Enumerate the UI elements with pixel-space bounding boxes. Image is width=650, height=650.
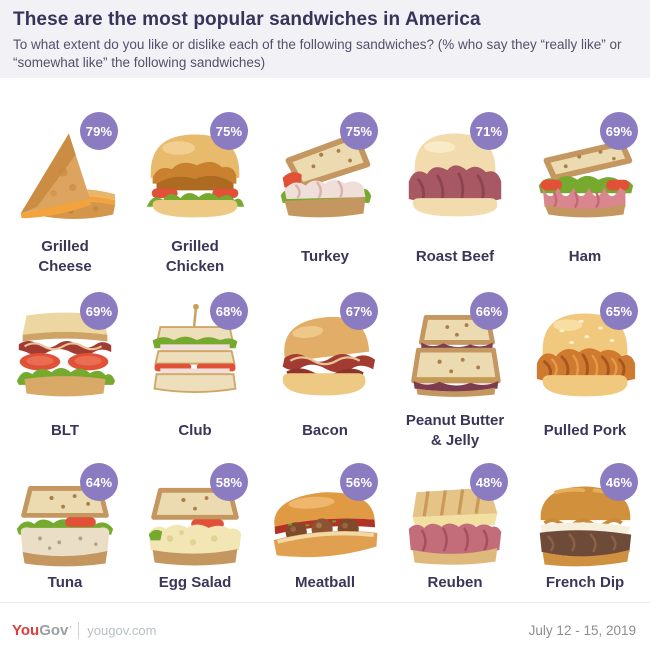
percentage-badge: 64%	[80, 463, 118, 501]
percentage-badge: 71%	[470, 112, 508, 150]
logo-you-text: You	[12, 622, 40, 639]
percentage-value: 66%	[475, 303, 503, 319]
card-blt: 69% BLT	[0, 284, 130, 460]
fieldwork-date: July 12 - 15, 2019	[528, 623, 636, 638]
logo-divider	[78, 622, 80, 639]
percentage-badge: 75%	[340, 112, 378, 150]
sandwich-label: Egg Salad	[158, 573, 232, 591]
grid-row-3: 64% Tuna 58%	[0, 455, 650, 631]
card-reuben: 48% Reuben	[390, 455, 520, 631]
egg-salad-image	[137, 473, 253, 577]
yougov-logo: You Gov ′ yougov.com	[12, 622, 156, 639]
grilled-cheese-image	[7, 122, 123, 226]
logo-site-url: yougov.com	[87, 623, 157, 638]
sandwich-label: Reuben	[427, 573, 483, 591]
turkey-image	[267, 122, 383, 226]
card-egg-salad: 58% Egg Salad	[130, 455, 260, 631]
sandwich-label: Grilled Chicken	[165, 237, 225, 275]
percentage-value: 69%	[85, 303, 113, 319]
percentage-value: 69%	[605, 123, 633, 139]
percentage-badge: 69%	[600, 112, 638, 150]
sandwich-label: Meatball	[294, 573, 355, 591]
peanut-butter-jelly-image	[397, 302, 513, 406]
page-title: These are the most popular sandwiches in…	[13, 9, 481, 30]
tuna-image	[7, 473, 123, 577]
percentage-value: 56%	[345, 474, 373, 490]
percentage-value: 65%	[605, 303, 633, 319]
percentage-value: 75%	[345, 123, 373, 139]
card-grilled-cheese: 79% Grilled Cheese	[0, 104, 130, 280]
percentage-badge: 79%	[80, 112, 118, 150]
page-subtitle: To what extent do you like or dislike ea…	[13, 36, 622, 70]
percentage-value: 48%	[475, 474, 503, 490]
card-grilled-chicken: 75% Grilled Chicken	[130, 104, 260, 280]
percentage-badge: 56%	[340, 463, 378, 501]
percentage-value: 64%	[85, 474, 113, 490]
percentage-value: 46%	[605, 474, 633, 490]
sandwich-label: Grilled Cheese	[38, 237, 92, 275]
percentage-badge: 66%	[470, 292, 508, 330]
sandwich-label: French Dip	[545, 573, 625, 591]
grid-row-2: 69% BLT 68%	[0, 284, 650, 460]
sandwich-label: Ham	[568, 247, 602, 265]
card-meatball: 56% Meatball	[260, 455, 390, 631]
percentage-badge: 75%	[210, 112, 248, 150]
card-pulled-pork: 65% Pulled Pork	[520, 284, 650, 460]
sandwich-label: Club	[178, 421, 212, 439]
logo-gov-text: Gov	[39, 622, 69, 639]
percentage-badge: 67%	[340, 292, 378, 330]
percentage-value: 58%	[215, 474, 243, 490]
percentage-badge: 46%	[600, 463, 638, 501]
card-roast-beef: 71% Roast Beef	[390, 104, 520, 280]
grid-row-1: 79% Grilled Cheese 75%	[0, 104, 650, 280]
card-turkey: 75% Turkey	[260, 104, 390, 280]
club-image	[137, 302, 253, 406]
bacon-image	[267, 302, 383, 406]
meatball-image	[267, 473, 383, 577]
sandwich-label: BLT	[50, 421, 80, 439]
sandwich-grid: 79% Grilled Cheese 75%	[0, 78, 650, 602]
percentage-badge: 65%	[600, 292, 638, 330]
percentage-value: 79%	[85, 123, 113, 139]
card-bacon: 67% Bacon	[260, 284, 390, 460]
sandwich-label: Peanut Butter & Jelly	[405, 411, 505, 449]
sandwich-label: Pulled Pork	[543, 421, 627, 439]
percentage-badge: 68%	[210, 292, 248, 330]
percentage-value: 75%	[215, 123, 243, 139]
percentage-badge: 48%	[470, 463, 508, 501]
sandwich-label: Bacon	[302, 421, 348, 439]
card-club: 68% Club	[130, 284, 260, 460]
sandwich-label: Turkey	[300, 247, 350, 265]
card-peanut-butter-jelly: 66% Peanut Butter & Jelly	[390, 284, 520, 460]
percentage-value: 71%	[475, 123, 503, 139]
ham-image	[527, 122, 643, 226]
logo-tick-mark: ′	[69, 625, 72, 636]
percentage-badge: 58%	[210, 463, 248, 501]
header: These are the most popular sandwiches in…	[0, 0, 650, 78]
percentage-badge: 69%	[80, 292, 118, 330]
reuben-image	[397, 473, 513, 577]
percentage-value: 67%	[345, 303, 373, 319]
card-ham: 69% Ham	[520, 104, 650, 280]
card-french-dip: 46% French Dip	[520, 455, 650, 631]
card-tuna: 64% Tuna	[0, 455, 130, 631]
sandwich-label: Roast Beef	[415, 247, 495, 265]
footer: You Gov ′ yougov.com July 12 - 15, 2019	[0, 602, 650, 650]
percentage-value: 68%	[215, 303, 243, 319]
sandwich-label: Tuna	[47, 573, 83, 591]
